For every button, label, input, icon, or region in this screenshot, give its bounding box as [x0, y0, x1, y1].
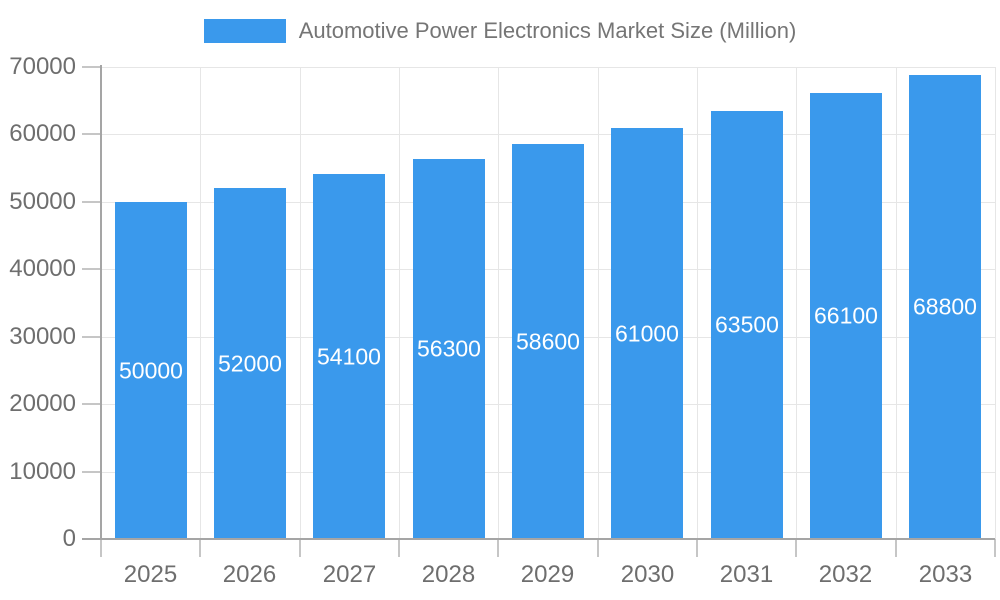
x-axis-tick-label: 2029 [520, 561, 575, 588]
x-tick-mark [895, 539, 897, 557]
legend-swatch-icon [203, 19, 286, 43]
y-axis-tick-label: 70000 [9, 53, 76, 80]
x-axis-tick-label: 2027 [322, 561, 377, 588]
bar-value-label: 56300 [417, 335, 481, 362]
x-tick-mark [597, 539, 599, 557]
bar-value-label: 61000 [615, 320, 679, 346]
bar-value-label: 50000 [119, 357, 183, 383]
bar-2030[interactable]: 61000 [611, 128, 683, 539]
y-tick-mark [82, 268, 101, 270]
bar-2026[interactable]: 52000 [214, 188, 286, 539]
bar-2033[interactable]: 68800 [909, 75, 981, 539]
x-gridline [498, 67, 499, 539]
x-gridline [598, 67, 599, 539]
bar-2031[interactable]: 63500 [711, 111, 783, 539]
x-tick-mark [994, 539, 996, 557]
x-tick-mark [100, 539, 102, 557]
x-tick-mark [398, 539, 400, 557]
bar-2025[interactable]: 50000 [115, 202, 187, 539]
y-axis-tick-label: 20000 [9, 390, 76, 417]
bar-value-label: 58600 [516, 328, 580, 354]
x-axis-tick-label: 2025 [123, 561, 178, 588]
bar-2029[interactable]: 58600 [512, 144, 584, 539]
y-tick-mark [82, 403, 101, 405]
y-axis-tick-label: 40000 [9, 255, 76, 282]
y-tick-mark [82, 336, 101, 338]
bar-2027[interactable]: 54100 [313, 174, 385, 539]
bar-value-label: 63500 [715, 311, 779, 338]
bar-value-label: 66100 [814, 302, 878, 329]
y-tick-mark [82, 201, 101, 203]
y-axis-line [100, 65, 102, 539]
x-gridline [200, 67, 201, 539]
x-axis-tick-label: 2026 [222, 561, 277, 588]
y-gridline [101, 134, 995, 135]
y-axis-tick-label: 60000 [9, 120, 76, 147]
y-axis-tick-label: 0 [62, 525, 76, 552]
x-gridline [300, 67, 301, 539]
y-tick-mark [82, 471, 101, 473]
chart-legend: Automotive Power Electronics Market Size… [0, 18, 1000, 44]
x-axis-line [82, 538, 995, 540]
bar-2028[interactable]: 56300 [413, 159, 485, 539]
bar-2032[interactable]: 66100 [810, 93, 882, 539]
x-axis-tick-label: 2031 [719, 561, 774, 588]
x-gridline [796, 67, 797, 539]
x-tick-mark [299, 539, 301, 557]
legend-label: Automotive Power Electronics Market Size… [298, 18, 797, 43]
x-tick-mark [497, 539, 499, 557]
y-tick-mark [82, 133, 101, 135]
legend-item[interactable]: Automotive Power Electronics Market Size… [203, 18, 797, 44]
bar-value-label: 54100 [317, 343, 381, 369]
x-axis-tick-label: 2033 [918, 561, 973, 588]
x-gridline [697, 67, 698, 539]
bar-value-label: 68800 [913, 293, 977, 320]
y-axis-tick-label: 10000 [9, 458, 76, 485]
x-gridline [995, 67, 996, 539]
x-axis-tick-label: 2030 [620, 561, 675, 588]
x-gridline [399, 67, 400, 539]
bar-value-label: 52000 [218, 350, 282, 376]
y-axis-tick-label: 30000 [9, 323, 76, 350]
x-gridline [896, 67, 897, 539]
y-axis-tick-label: 50000 [9, 188, 76, 215]
y-tick-mark [82, 66, 101, 68]
y-gridline [101, 67, 995, 68]
x-axis-tick-label: 2028 [421, 561, 476, 588]
x-tick-mark [696, 539, 698, 557]
x-tick-mark [795, 539, 797, 557]
x-axis-tick-label: 2032 [818, 561, 873, 588]
x-tick-mark [199, 539, 201, 557]
